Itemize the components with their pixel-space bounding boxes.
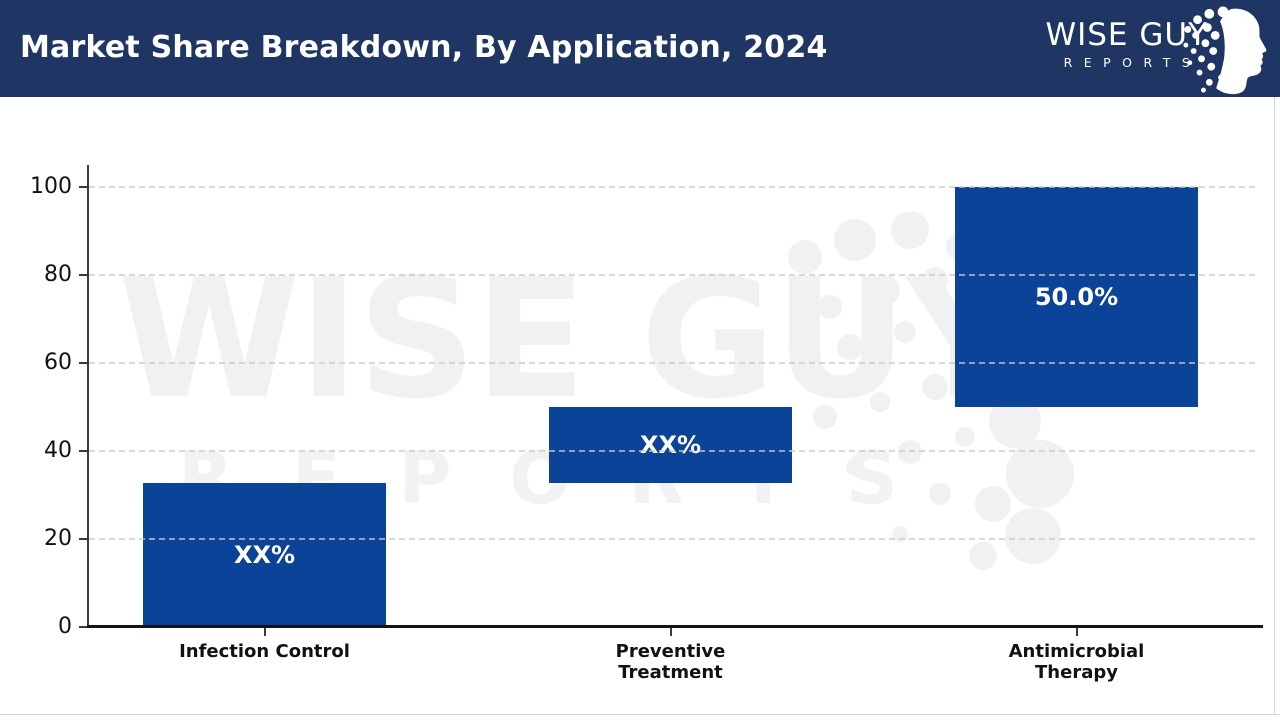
bar-value-label: 50.0% <box>1034 283 1119 311</box>
y-tick-label: 60 <box>44 350 72 375</box>
dotted-face-icon <box>1183 5 1267 94</box>
chart-area: WISE GUY REPORTS 020406080100XX%Infectio… <box>0 97 1280 720</box>
bar-value-label: XX% <box>233 541 296 570</box>
x-tick-mark <box>669 628 672 636</box>
brand-reports-label: REPORTS <box>1063 54 1202 70</box>
gridline-y-80 <box>89 274 1255 276</box>
y-tick-label: 80 <box>44 262 72 287</box>
category-label: Antimicrobial Therapy <box>1008 641 1145 684</box>
y-tick-label: 0 <box>58 614 72 639</box>
y-tick-mark <box>79 626 87 628</box>
y-tick-mark <box>79 450 87 452</box>
y-tick-label: 40 <box>44 438 72 463</box>
figure-border-right <box>1274 97 1275 715</box>
page-title: Market Share Breakdown, By Application, … <box>20 30 828 65</box>
figure-border-bottom <box>0 714 1280 715</box>
bar-value-label: XX% <box>639 431 702 460</box>
x-tick-mark <box>263 628 266 636</box>
gridline-y-40 <box>89 450 1255 452</box>
header-bar: Market Share Breakdown, By Application, … <box>0 0 1280 97</box>
x-axis-spine <box>87 625 1263 628</box>
y-tick-mark <box>79 538 87 540</box>
y-tick-mark <box>79 362 87 364</box>
brand-logo: WISE GUY REPORTS <box>1010 3 1270 95</box>
gridline-y-20 <box>89 538 1255 540</box>
bar-segment: 50.0% <box>955 187 1198 407</box>
brand-logo-text: WISE GUY REPORTS <box>1045 16 1208 70</box>
x-tick-mark <box>1075 628 1078 636</box>
y-axis-spine <box>87 165 89 627</box>
category-label: Infection Control <box>179 641 350 662</box>
gridline-y-60 <box>89 362 1255 364</box>
category-label: Preventive Treatment <box>615 641 726 684</box>
bar-segment: XX% <box>143 483 386 627</box>
brand-wordmark: WISE GUY <box>1045 16 1208 53</box>
y-tick-label: 20 <box>44 526 72 551</box>
y-tick-mark <box>79 186 87 188</box>
bar-segment: XX% <box>549 407 792 484</box>
y-tick-mark <box>79 274 87 276</box>
y-tick-label: 100 <box>30 174 72 199</box>
gridline-y-100 <box>89 186 1255 188</box>
